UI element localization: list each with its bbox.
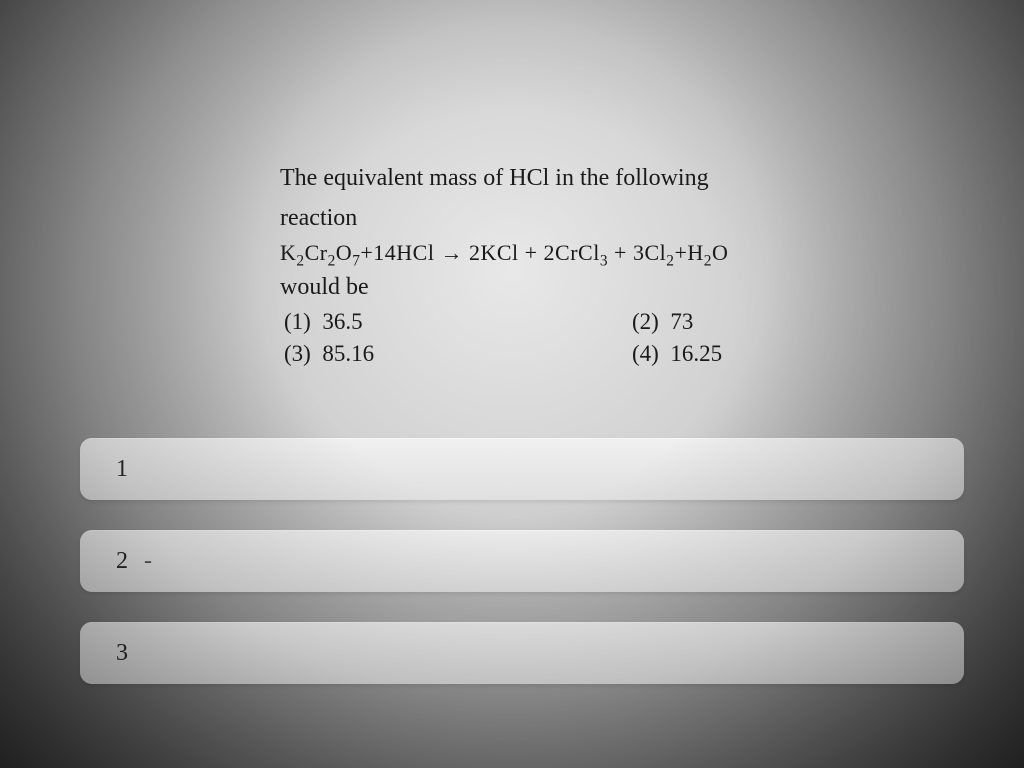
answer-label: 3 — [116, 640, 128, 667]
question-line-1: The equivalent mass of HCl in the follow… — [280, 160, 860, 196]
option-1: (1) 36.5 — [284, 309, 512, 335]
question-block: The equivalent mass of HCl in the follow… — [280, 160, 860, 367]
eq-mid: +14HCl → 2KCl + 2CrCl — [360, 240, 599, 265]
eq-sub: 2 — [328, 252, 336, 269]
eq-h: +H — [674, 240, 703, 265]
option-2: (2) 73 — [632, 309, 860, 335]
option-value: 73 — [670, 309, 693, 334]
option-3: (3) 85.16 — [284, 341, 512, 367]
option-4: (4) 16.25 — [632, 341, 860, 367]
option-number: (2) — [632, 309, 659, 334]
question-prompt: would be — [280, 274, 860, 301]
answer-dash: - — [144, 548, 152, 575]
option-value: 16.25 — [670, 341, 722, 366]
answer-label: 2 — [116, 548, 128, 575]
eq-o: O — [336, 240, 352, 265]
options-grid: (1) 36.5 (2) 73 (3) 85.16 (4) 16.25 — [284, 309, 860, 367]
option-number: (3) — [284, 341, 311, 366]
option-value: 85.16 — [322, 341, 374, 366]
eq-sub: 3 — [600, 252, 608, 269]
option-value: 36.5 — [322, 309, 362, 334]
eq-k: K — [280, 240, 296, 265]
eq-cl: + 3Cl — [608, 240, 666, 265]
eq-cr: Cr — [305, 240, 328, 265]
eq-sub: 2 — [704, 252, 712, 269]
question-line-2: reaction — [280, 200, 860, 236]
chemical-equation: K2Cr2O7+14HCl → 2KCl + 2CrCl3 + 3Cl2+H2O — [280, 240, 860, 270]
answer-choice-3[interactable]: 3 — [80, 622, 964, 684]
eq-end: O — [712, 240, 728, 265]
answer-choice-2[interactable]: 2 - — [80, 530, 964, 592]
answer-label: 1 — [116, 456, 128, 483]
answer-choice-1[interactable]: 1 — [80, 438, 964, 500]
option-number: (1) — [284, 309, 311, 334]
option-number: (4) — [632, 341, 659, 366]
eq-sub: 2 — [296, 252, 304, 269]
